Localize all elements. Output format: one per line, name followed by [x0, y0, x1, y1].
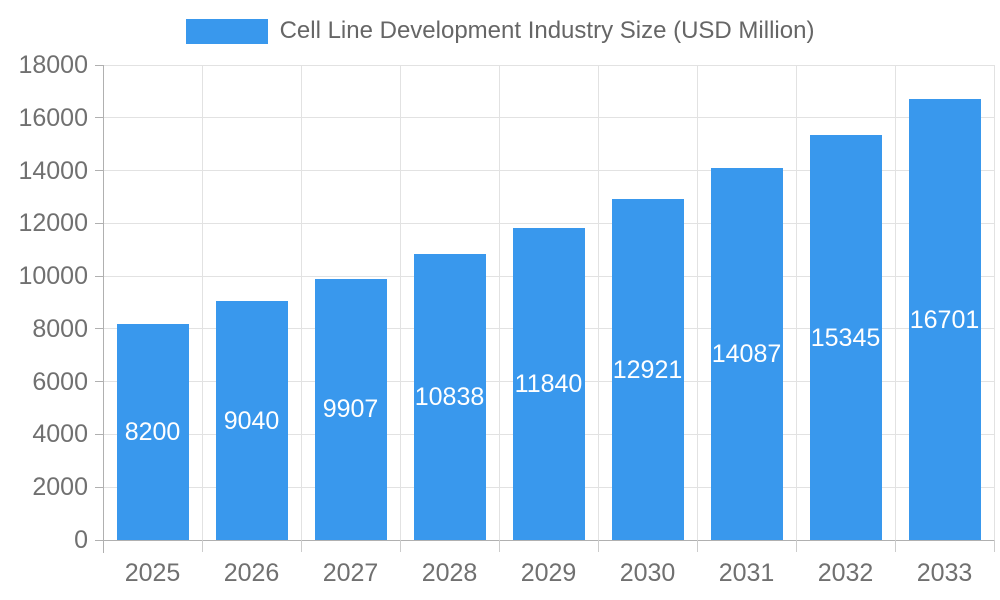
x-tick-label: 2027	[322, 559, 379, 587]
gridline-vertical	[993, 65, 995, 540]
bar-2027[interactable]	[314, 278, 387, 540]
x-axis-tick	[696, 540, 698, 552]
gridline-horizontal	[103, 117, 994, 119]
y-axis-tick	[95, 433, 103, 435]
x-tick-label: 2033	[916, 559, 973, 587]
gridline-horizontal	[103, 64, 994, 66]
gridline-vertical	[795, 65, 797, 540]
y-axis-tick	[95, 170, 103, 172]
x-tick-label: 2028	[421, 559, 478, 587]
bar-2029[interactable]	[512, 227, 585, 540]
y-axis-tick	[95, 486, 103, 488]
y-axis-tick	[95, 381, 103, 383]
x-axis-tick	[498, 540, 500, 552]
y-tick-label: 2000	[32, 473, 88, 502]
x-axis-tick	[597, 540, 599, 552]
bar-2028[interactable]	[413, 253, 486, 540]
y-axis-tick	[95, 222, 103, 224]
x-tick-label: 2031	[718, 559, 775, 587]
bar-2032[interactable]	[809, 135, 882, 540]
y-tick-label: 16000	[18, 103, 88, 132]
x-axis-tick	[894, 540, 896, 552]
legend-label: Cell Line Development Industry Size (USD…	[279, 17, 815, 44]
x-axis-tick	[993, 540, 995, 552]
x-tick-label: 2026	[223, 559, 280, 587]
gridline-vertical	[399, 65, 401, 540]
x-axis-tick	[300, 540, 302, 552]
y-tick-label: 14000	[18, 156, 88, 185]
y-tick-label: 8000	[32, 314, 88, 343]
y-axis-tick	[95, 64, 103, 66]
bar-2030[interactable]	[611, 199, 684, 540]
bar-2026[interactable]	[215, 301, 288, 540]
x-tick-label: 2025	[124, 559, 181, 587]
x-tick-label: 2032	[817, 559, 874, 587]
bar-2025[interactable]	[116, 323, 189, 540]
x-axis-tick	[201, 540, 203, 552]
y-axis-tick	[95, 275, 103, 277]
y-tick-label: 12000	[18, 209, 88, 238]
bar-2031[interactable]	[710, 168, 783, 540]
gridline-vertical	[894, 65, 896, 540]
x-axis-tick	[399, 540, 401, 552]
chart-legend[interactable]: Cell Line Development Industry Size (USD…	[0, 16, 1000, 46]
y-tick-label: 10000	[18, 262, 88, 291]
legend-swatch	[185, 18, 268, 44]
x-axis-tick	[795, 540, 797, 552]
y-tick-label: 18000	[18, 51, 88, 79]
x-tick-label: 2029	[520, 559, 577, 587]
y-tick-label: 4000	[32, 420, 88, 449]
gridline-vertical	[597, 65, 599, 540]
gridline-vertical	[696, 65, 698, 540]
gridline-vertical	[300, 65, 302, 540]
gridline-vertical	[498, 65, 500, 540]
x-axis-tick	[102, 540, 104, 552]
y-axis-tick	[95, 539, 103, 541]
y-tick-label: 0	[74, 526, 88, 554]
gridline-vertical	[201, 65, 203, 540]
x-tick-label: 2030	[619, 559, 676, 587]
bar-2033[interactable]	[908, 99, 981, 540]
y-axis-tick	[95, 328, 103, 330]
y-axis-line	[103, 65, 104, 553]
y-axis-tick	[95, 117, 103, 119]
y-tick-label: 6000	[32, 367, 88, 396]
